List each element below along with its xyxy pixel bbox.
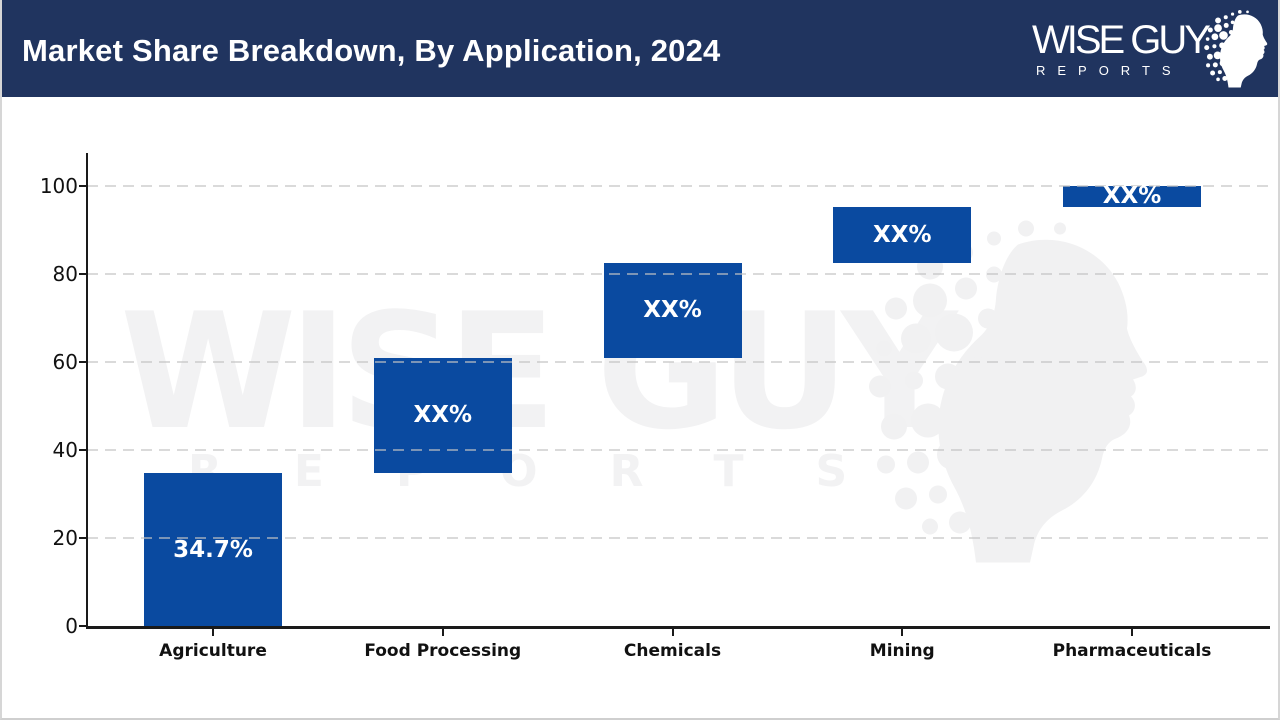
y-axis-line [86, 153, 88, 628]
bar-value-label: 34.7% [173, 536, 253, 563]
y-tick-mark [79, 625, 87, 627]
y-tick-label: 60 [52, 350, 78, 374]
gridline [87, 273, 1270, 275]
x-tick-mark [901, 628, 904, 636]
x-tick-label-agriculture: Agriculture [159, 641, 267, 661]
logo-text-reports: REPORTS [1035, 63, 1183, 78]
wise-guy-face-icon [1204, 10, 1268, 88]
bar-agriculture [144, 473, 282, 626]
bar-pharmaceuticals [1063, 186, 1201, 207]
bar-chemicals [603, 263, 742, 358]
logo-text-wise-guy: WISE GUY [1031, 18, 1211, 62]
y-tick-label: 80 [52, 262, 78, 286]
y-tick-label: 0 [65, 614, 78, 638]
wise-guy-logo: WISE GUY REPORTS [1031, 0, 1274, 97]
bar-value-label: XX% [643, 297, 702, 324]
x-tick-mark [212, 628, 214, 636]
y-tick-mark [79, 361, 87, 363]
y-tick-mark [79, 537, 87, 539]
x-axis-line [86, 626, 1270, 629]
bar-value-label: XX% [1102, 183, 1162, 210]
y-tick-label: 20 [52, 526, 78, 550]
x-tick-mark [671, 628, 674, 636]
chart-title: Market Share Breakdown, By Application, … [22, 33, 721, 68]
y-tick-mark [79, 449, 87, 451]
watermark-wise-guy: WISE GUY [120, 278, 957, 465]
x-tick-label-mining: Mining [869, 641, 935, 661]
watermark-face-icon [869, 220, 1147, 563]
gridline [87, 361, 1270, 363]
gridline [87, 449, 1270, 451]
bar-food-processing [373, 357, 512, 474]
y-tick-label: 100 [39, 174, 78, 198]
gridline [87, 185, 1270, 187]
plot-area: WISE GUY REPORTS 34.7% XX% XX% XX% XX% 0 20 40… [2, 97, 1278, 718]
header-bar: Market Share Breakdown, By Application, … [2, 0, 1278, 97]
bar-mining [833, 206, 972, 263]
watermark-reports: REPORTS [188, 446, 920, 497]
x-tick-mark [441, 628, 444, 636]
bar-value-label: XX% [872, 221, 932, 248]
y-tick-label: 40 [52, 438, 78, 462]
bar-value-label: XX% [413, 402, 473, 429]
gridline [87, 537, 1270, 539]
x-tick-label-pharmaceuticals: Pharmaceuticals [1052, 641, 1212, 661]
y-tick-mark [79, 185, 87, 187]
logo-wordmark: WISE GUY REPORTS [1031, 18, 1211, 78]
x-tick-mark [1131, 628, 1133, 636]
x-tick-label-food-processing: Food Processing [364, 641, 522, 661]
x-tick-label-chemicals: Chemicals [623, 641, 722, 661]
y-tick-mark [79, 273, 87, 275]
